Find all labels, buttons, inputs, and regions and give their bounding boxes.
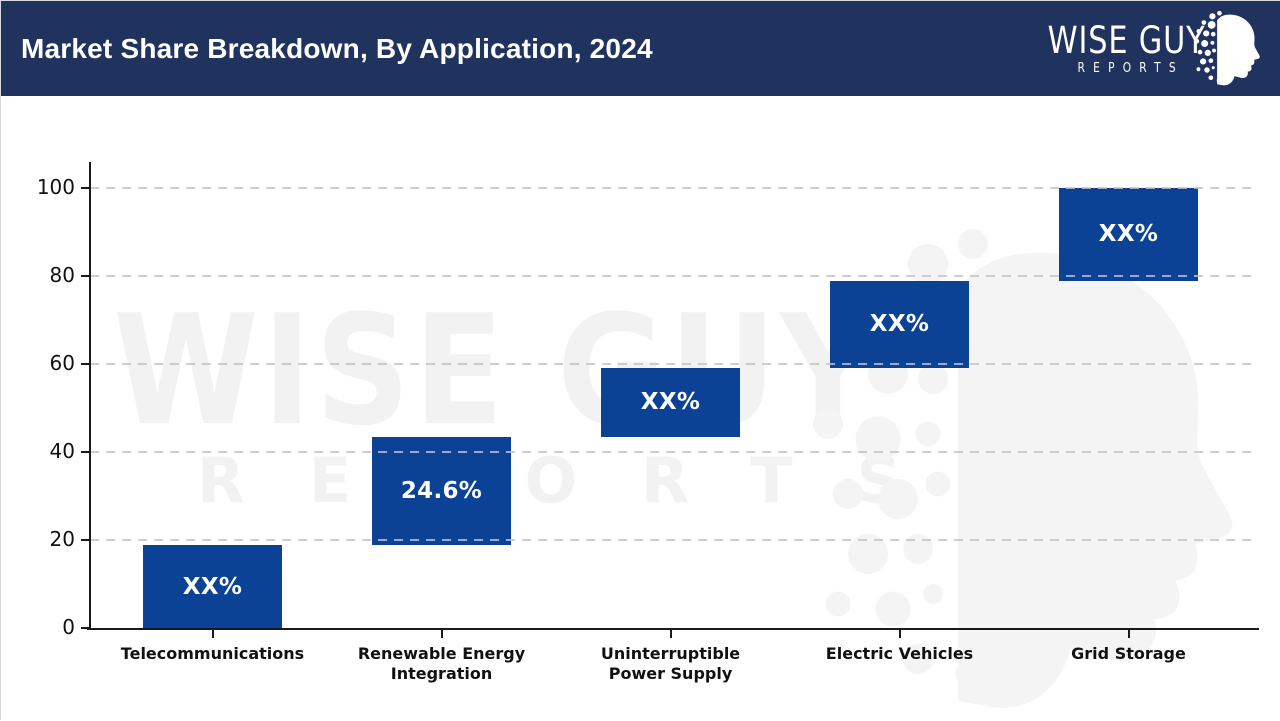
- bar-2: XX%: [601, 367, 740, 438]
- bar-3: XX%: [830, 280, 969, 368]
- y-tick-0: [81, 627, 89, 629]
- x-tick-1: [440, 630, 443, 638]
- y-tick-label-0: 0: [62, 615, 75, 639]
- gridline-60: [90, 363, 1257, 365]
- bar-value-label: XX%: [869, 311, 930, 338]
- category-label-4: Grid Storage: [1071, 644, 1186, 663]
- category-label-0: Telecommunications: [120, 644, 305, 663]
- chart-area: WISE GUY REPORTS XX% 24.6% XX% XX% XX% 0 20 40 6…: [1, 96, 1280, 721]
- page-title: Market Share Breakdown, By Application, …: [21, 32, 653, 64]
- watermark-text: WISE GUY: [113, 282, 880, 459]
- header-bar: Market Share Breakdown, By Application, …: [1, 1, 1280, 96]
- category-label-2: Uninterruptible Power Supply: [600, 644, 741, 683]
- y-tick-20: [81, 539, 89, 541]
- gridline-100: [90, 187, 1257, 189]
- watermark-subtext: REPORTS: [197, 444, 966, 517]
- y-tick-40: [81, 451, 89, 453]
- brand-wordmark: WISE GUY REPORTS: [1047, 22, 1205, 75]
- y-tick-label-100: 100: [36, 175, 75, 199]
- brand-name: WISE GUY: [1047, 19, 1205, 62]
- category-label-1: Renewable Energy Integration: [357, 644, 526, 683]
- bar-value-label: XX%: [1098, 221, 1159, 248]
- y-tick-100: [81, 187, 89, 189]
- y-axis-line: [89, 162, 91, 630]
- category-label-3: Electric Vehicles: [825, 644, 974, 663]
- gridline-20: [90, 539, 1257, 541]
- x-tick-3: [898, 630, 901, 638]
- gridline-40: [90, 451, 1257, 453]
- brand-logo: WISE GUY REPORTS: [1013, 9, 1263, 89]
- y-tick-60: [81, 363, 89, 365]
- y-tick-label-40: 40: [49, 439, 75, 463]
- bar-value-label: XX%: [640, 389, 701, 416]
- brand-subtitle: REPORTS: [1077, 61, 1184, 76]
- gridline-80: [90, 275, 1257, 277]
- y-tick-label-20: 20: [49, 527, 75, 551]
- bar-0: XX%: [143, 545, 282, 628]
- y-tick-label-80: 80: [49, 263, 75, 287]
- bar-4: XX%: [1059, 188, 1198, 281]
- bar-1: 24.6%: [372, 437, 511, 546]
- x-tick-2: [669, 630, 672, 638]
- x-tick-0: [211, 630, 214, 638]
- x-tick-4: [1127, 630, 1130, 638]
- bar-value-label: 24.6%: [400, 478, 483, 505]
- bar-value-label: XX%: [182, 573, 243, 600]
- y-tick-80: [81, 275, 89, 277]
- x-axis-line: [87, 628, 1259, 630]
- y-tick-label-60: 60: [49, 351, 75, 375]
